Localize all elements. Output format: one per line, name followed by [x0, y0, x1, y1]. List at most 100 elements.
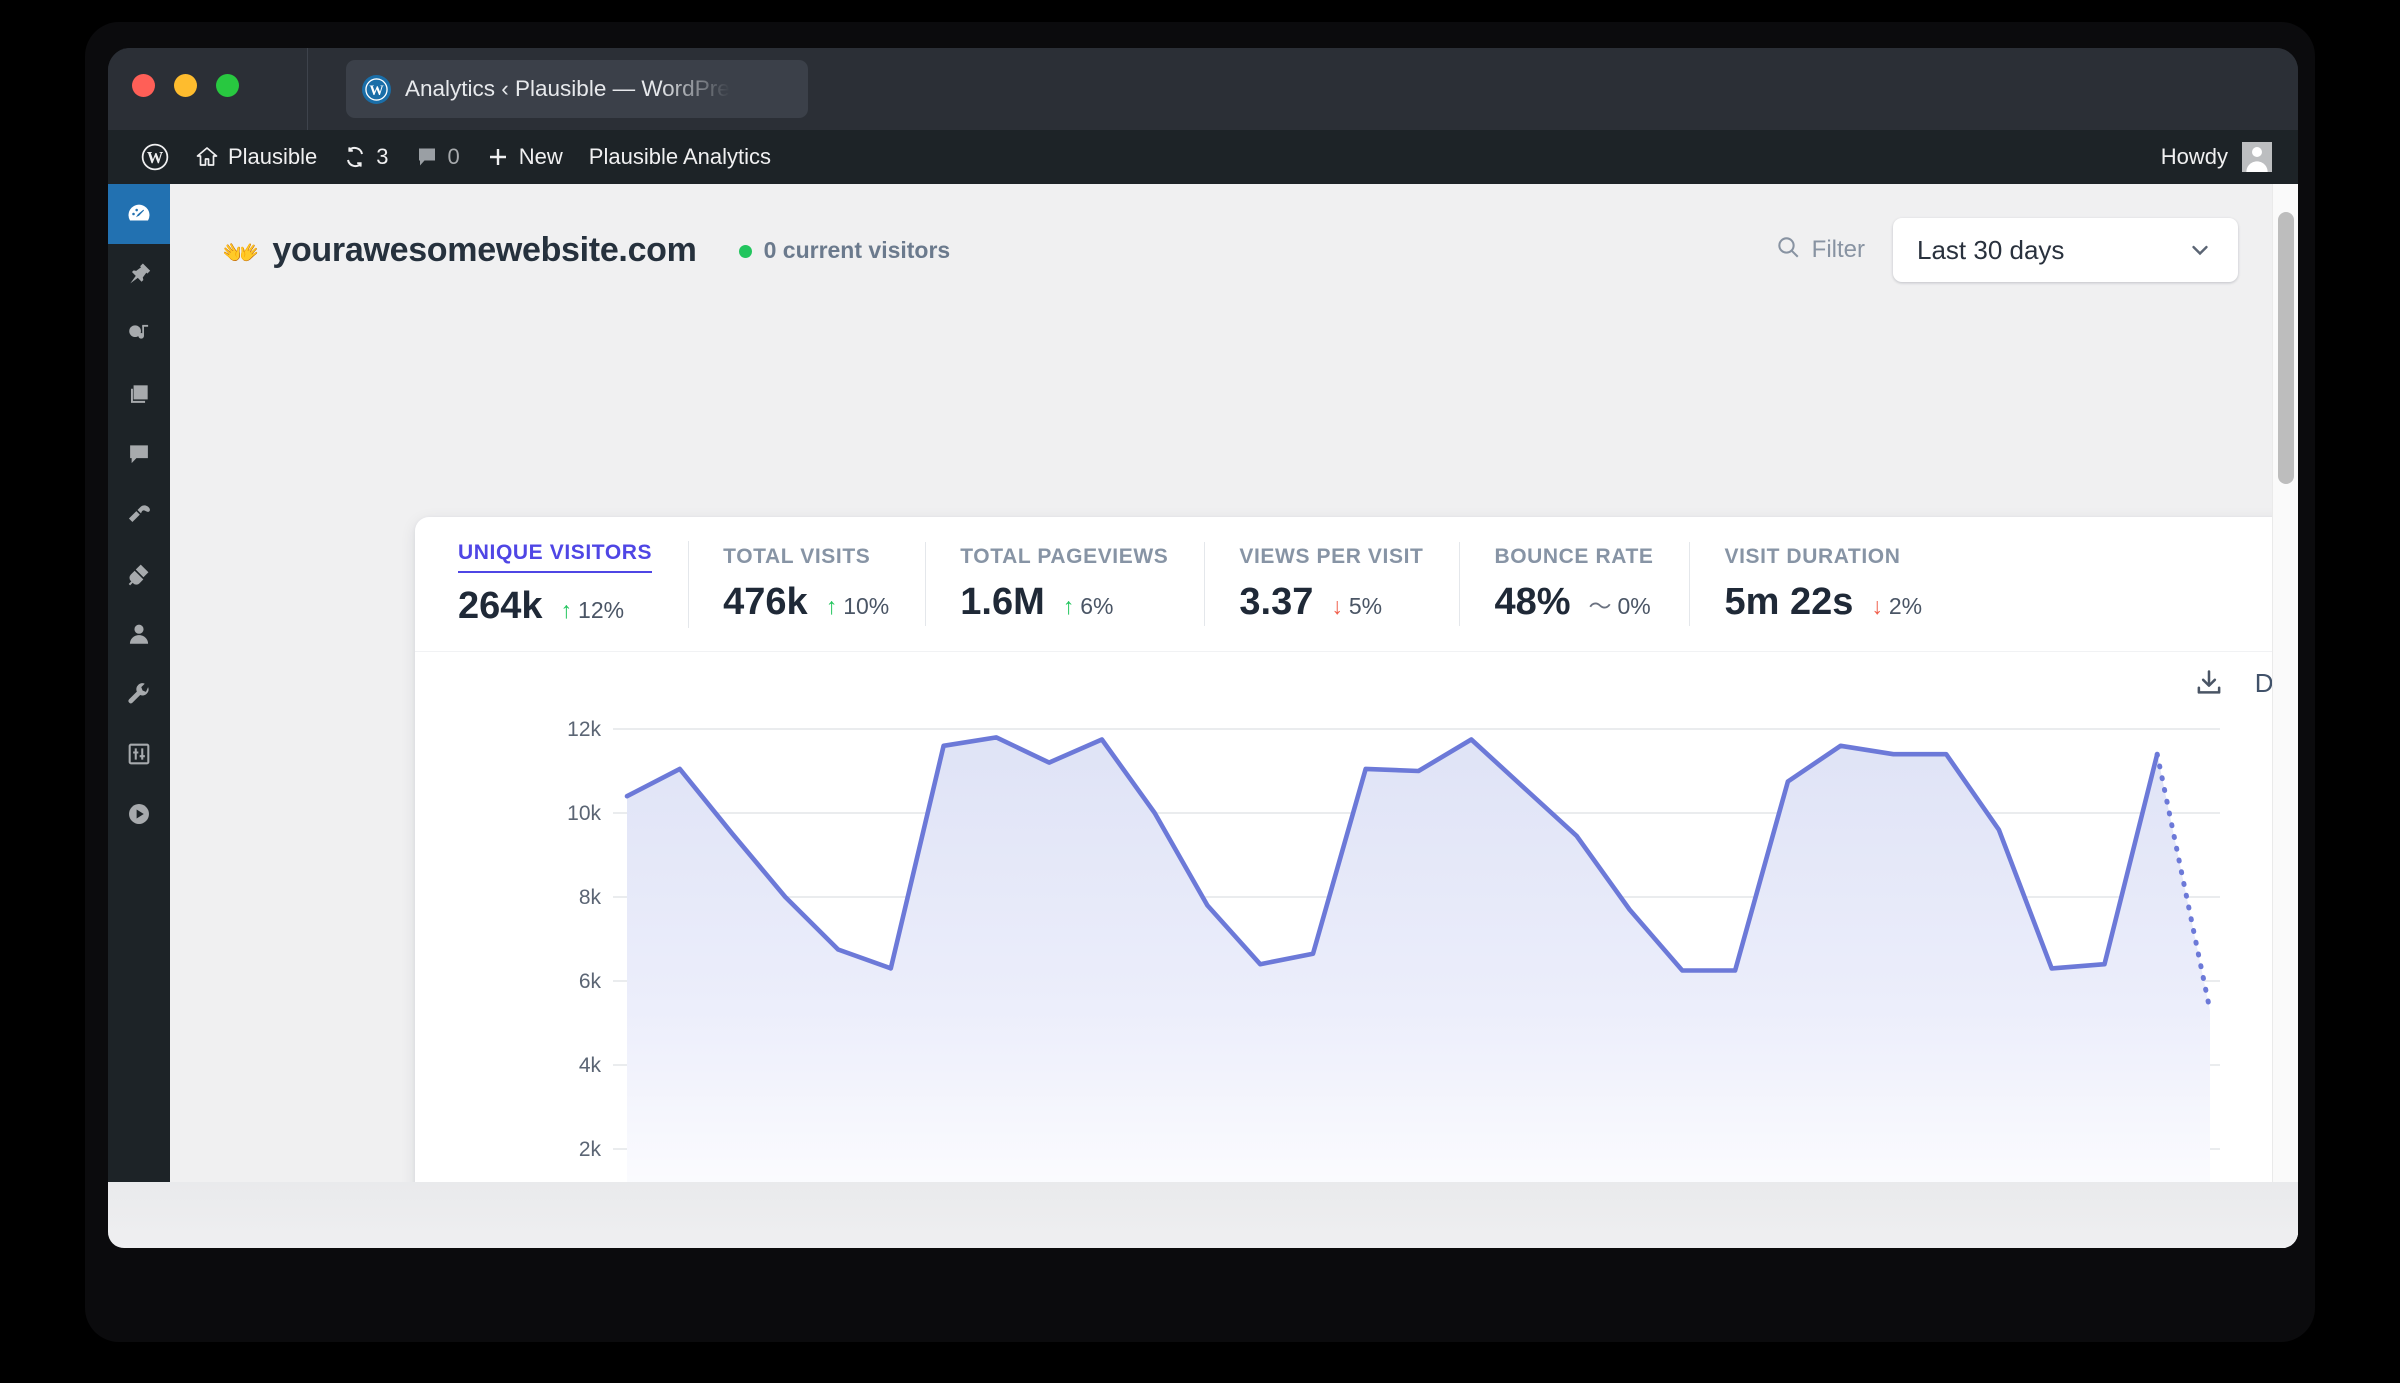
metric-change-value: 6% [1080, 592, 1114, 619]
metric-value-row: 5m 22s ↓ 2% [1724, 581, 1922, 624]
wp-body: 👐 yourawesomewebsite.com 0 current visit… [108, 184, 2298, 1248]
browser-tabstrip: W Analytics ‹ Plausible — WordPre [108, 48, 2298, 130]
updates-icon [343, 145, 367, 169]
sidebar-item-tools[interactable] [108, 664, 170, 724]
metric-change: ↓ 2% [1871, 593, 1922, 620]
visitor-graph-card: UNIQUE VISITORS 264k ↑ 12% TOTAL VISITS [415, 517, 2298, 1248]
flat-icon: 〜 [1588, 592, 1612, 619]
adminbar-item-updates[interactable]: 3 [330, 130, 401, 184]
filter-label: Filter [1811, 236, 1865, 263]
adminbar-item-comments[interactable]: 0 [402, 130, 473, 184]
howdy-label: Howdy [2160, 144, 2228, 169]
adminbar-label-plausible-analytics: Plausible Analytics [588, 144, 772, 169]
arrow-down-icon: ↓ [1331, 592, 1343, 619]
metric-change-value: 0% [1617, 592, 1651, 619]
wordpress-favicon: W [362, 74, 391, 104]
window-traffic-lights [132, 74, 239, 97]
metric-change: ↑ 6% [1063, 593, 1114, 620]
plausible-dashboard: 👐 yourawesomewebsite.com 0 current visit… [170, 184, 2298, 1248]
site-name: yourawesomewebsite.com [272, 230, 697, 269]
current-visitors-label: 0 current visitors [763, 236, 951, 263]
metric-unique-visitors[interactable]: UNIQUE VISITORS 264k ↑ 12% [458, 540, 690, 628]
metric-label: TOTAL PAGEVIEWS [960, 544, 1169, 568]
metric-change-value: 10% [843, 592, 890, 619]
metric-change: ↓ 5% [1331, 593, 1382, 620]
metric-label: VIEWS PER VISIT [1239, 544, 1424, 568]
metric-change: 〜 0% [1589, 593, 1651, 620]
sidebar-item-users[interactable] [108, 604, 170, 664]
date-range-picker[interactable]: Last 30 days [1893, 218, 2238, 282]
sidebar-item-settings[interactable] [108, 724, 170, 784]
site-favicon: 👐 [222, 236, 260, 270]
download-csv-button[interactable] [2193, 667, 2225, 699]
arrow-up-icon: ↑ [825, 592, 838, 619]
metric-total-pageviews[interactable]: TOTAL PAGEVIEWS 1.6M ↑ 6% [960, 542, 1206, 626]
plus-icon [486, 145, 510, 169]
browser-tab-title: Analytics ‹ Plausible — WordPre [405, 76, 730, 101]
wp-admin-bar: W Plausible [108, 130, 2298, 184]
current-visitors[interactable]: 0 current visitors [738, 236, 951, 264]
plug-icon [126, 561, 152, 587]
adminbar-item-plausible-analytics[interactable]: Plausible Analytics [576, 130, 784, 184]
search-icon [1775, 234, 1801, 267]
user-icon [126, 621, 152, 647]
media-icon [126, 321, 152, 347]
wp-admin-sidebar [108, 184, 170, 1248]
date-range-label: Last 30 days [1917, 234, 2065, 265]
adminbar-label-new: New [518, 144, 563, 169]
comment-icon [415, 145, 439, 169]
metric-value: 48% [1494, 580, 1571, 623]
sidebar-item-plugins[interactable] [108, 544, 170, 604]
y-axis-tick-label: 8k [579, 886, 602, 909]
sidebar-item-appearance[interactable] [108, 484, 170, 544]
pin-icon [126, 261, 152, 287]
chevron-down-icon [2186, 236, 2214, 264]
sliders-icon [126, 741, 152, 767]
metric-visit-duration[interactable]: VISIT DURATION 5m 22s ↓ 2% [1724, 542, 1958, 626]
filter-button[interactable]: Filter [1775, 234, 1865, 267]
metric-change: ↑ 10% [826, 593, 890, 620]
window-bottom-edge [108, 1182, 2298, 1248]
sidebar-item-dashboard[interactable] [108, 184, 170, 244]
sidebar-item-comments[interactable] [108, 424, 170, 484]
arrow-up-icon: ↑ [560, 596, 573, 623]
metric-value: 3.37 [1239, 580, 1314, 623]
visitors-chart[interactable]: 02k4k6k8k10k12k 24 Jan28 Jan1 Feb5 Feb9 … [415, 713, 2298, 1248]
comment-bubble-icon [126, 441, 152, 467]
metric-change: ↑ 12% [561, 597, 625, 624]
adminbar-item-site[interactable]: Plausible [182, 130, 330, 184]
close-window-button[interactable] [132, 74, 155, 97]
page-scrollbar-track[interactable] [2272, 184, 2298, 1248]
sidebar-item-pages[interactable] [108, 364, 170, 424]
page-scrollbar-thumb[interactable] [2278, 212, 2294, 484]
zoom-window-button[interactable] [216, 74, 239, 97]
adminbar-label-site: Plausible [228, 144, 318, 169]
metric-bounce-rate[interactable]: BOUNCE RATE 48% 〜 0% [1494, 542, 1691, 626]
sidebar-item-player[interactable] [108, 784, 170, 844]
arrow-down-icon: ↓ [1871, 592, 1883, 619]
online-status-dot [738, 244, 752, 258]
sidebar-item-posts[interactable] [108, 244, 170, 304]
tabstrip-divider [307, 48, 308, 130]
y-axis-tick-label: 6k [579, 970, 602, 993]
metric-label: VISIT DURATION [1724, 544, 1901, 568]
adminbar-item-new[interactable]: New [473, 130, 576, 184]
metric-value-row: 1.6M ↑ 6% [960, 581, 1168, 624]
metric-value-row: 3.37 ↓ 5% [1239, 581, 1423, 624]
adminbar-label-updates: 3 [376, 144, 389, 169]
dashboard-header: 👐 yourawesomewebsite.com 0 current visit… [222, 218, 2238, 282]
metric-total-visits[interactable]: TOTAL VISITS 476k ↑ 10% [723, 542, 927, 626]
site-identity[interactable]: 👐 yourawesomewebsite.com [222, 231, 697, 270]
sidebar-item-media[interactable] [108, 304, 170, 364]
metric-value: 5m 22s [1724, 580, 1854, 623]
y-axis-tick-label: 2k [579, 1138, 602, 1161]
metric-label: UNIQUE VISITORS [458, 541, 653, 573]
browser-tab[interactable]: W Analytics ‹ Plausible — WordPre [346, 60, 808, 118]
dashboard-icon [125, 200, 153, 228]
metric-change-value: 12% [578, 596, 625, 623]
metric-value: 1.6M [960, 580, 1045, 623]
metric-views-per-visit[interactable]: VIEWS PER VISIT 3.37 ↓ 5% [1239, 542, 1461, 626]
minimize-window-button[interactable] [174, 74, 197, 97]
adminbar-account-area[interactable]: Howdy [2161, 130, 2298, 184]
wp-logo-menu[interactable]: W [128, 130, 182, 184]
